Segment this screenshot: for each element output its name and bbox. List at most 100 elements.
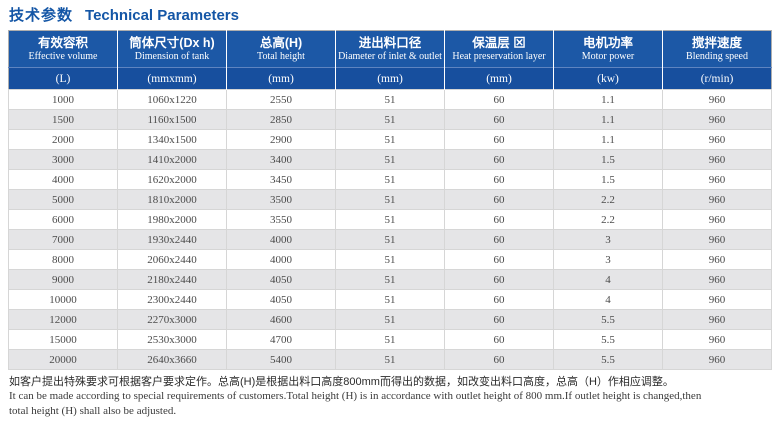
table-cell: 10000 [8, 289, 118, 310]
parameters-table: 有效容积 Effective volume 筒体尺寸(Dx h) Dimension … [8, 30, 772, 370]
table-cell: 1410x2000 [117, 149, 227, 170]
table-cell: 51 [335, 229, 445, 250]
table-cell: 60 [444, 149, 554, 170]
table-cell: 960 [662, 249, 772, 270]
header-label-en: Diameter of inlet & outlet [338, 50, 442, 62]
footnote: 如客户提出特殊要求可根据客户要求定作。总高(H)是根据出料口高度800mm而得出… [9, 375, 772, 418]
table-cell: 51 [335, 129, 445, 150]
table-cell: 4600 [226, 309, 336, 330]
table-header: 有效容积 Effective volume 筒体尺寸(Dx h) Dimension … [8, 30, 772, 90]
table-cell: 6000 [8, 209, 118, 230]
table-cell: 1930x2440 [117, 229, 227, 250]
table-cell: 60 [444, 349, 554, 370]
unit-cell-0: (L) [8, 67, 118, 90]
table-cell: 960 [662, 169, 772, 190]
table-cell: 1340x1500 [117, 129, 227, 150]
table-cell: 5000 [8, 189, 118, 210]
table-cell: 51 [335, 189, 445, 210]
table-cell: 1.5 [553, 169, 663, 190]
table-row: 1000 1060x1220 2550 51 60 1.1 960 [8, 89, 772, 110]
header-cell-4: 保温层 ⊠ Heat preservation layer [444, 30, 554, 68]
table-cell: 960 [662, 229, 772, 250]
table-row: 20000 2640x3660 5400 51 60 5.5 960 [8, 349, 772, 370]
table-cell: 960 [662, 89, 772, 110]
header-cell-1: 筒体尺寸(Dx h) Dimension of tank [117, 30, 227, 68]
table-cell: 8000 [8, 249, 118, 270]
table-row: 6000 1980x2000 3550 51 60 2.2 960 [8, 209, 772, 230]
table-cell: 60 [444, 189, 554, 210]
table-cell: 51 [335, 109, 445, 130]
table-cell: 2180x2440 [117, 269, 227, 290]
footnote-zh: 如客户提出特殊要求可根据客户要求定作。总高(H)是根据出料口高度800mm而得出… [9, 376, 674, 388]
header-cell-2: 总高(H) Total height [226, 30, 336, 68]
table-cell: 4050 [226, 289, 336, 310]
table-cell: 960 [662, 329, 772, 350]
table-cell: 20000 [8, 349, 118, 370]
table-cell: 2000 [8, 129, 118, 150]
table-cell: 1980x2000 [117, 209, 227, 230]
header-cell-0: 有效容积 Effective volume [8, 30, 118, 68]
unit-cell-6: (r/min) [662, 67, 772, 90]
header-label-zh: 保温层 ⊠ [472, 35, 526, 50]
table-cell: 960 [662, 149, 772, 170]
table-cell: 960 [662, 209, 772, 230]
header-label-zh: 搅拌速度 [691, 35, 742, 50]
table-cell: 5400 [226, 349, 336, 370]
header-label-en: Dimension of tank [134, 50, 210, 62]
page-title-en: Technical Parameters [85, 7, 239, 24]
header-label-zh: 进出料口径 [358, 35, 422, 50]
table-row: 1500 1160x1500 2850 51 60 1.1 960 [8, 109, 772, 130]
header-label-zh: 电机功率 [582, 35, 633, 50]
table-cell: 51 [335, 349, 445, 370]
table-cell: 60 [444, 329, 554, 350]
table-cell: 60 [444, 249, 554, 270]
table-cell: 51 [335, 169, 445, 190]
table-cell: 60 [444, 309, 554, 330]
header-label-en: Effective volume [28, 50, 98, 62]
table-cell: 3500 [226, 189, 336, 210]
table-cell: 2.2 [553, 189, 663, 210]
table-cell: 60 [444, 129, 554, 150]
unit-cell-4: (mm) [444, 67, 554, 90]
table-cell: 2060x2440 [117, 249, 227, 270]
table-cell: 3400 [226, 149, 336, 170]
table-cell: 4000 [226, 229, 336, 250]
table-cell: 60 [444, 269, 554, 290]
table-row: 2000 1340x1500 2900 51 60 1.1 960 [8, 129, 772, 150]
table-cell: 960 [662, 349, 772, 370]
table-cell: 4050 [226, 269, 336, 290]
table-cell: 51 [335, 309, 445, 330]
table-cell: 51 [335, 249, 445, 270]
table-cell: 51 [335, 149, 445, 170]
page-title: 技术参数 Technical Parameters [9, 4, 772, 25]
table-body: 1000 1060x1220 2550 51 60 1.1 960 1500 1160x1500… [8, 89, 772, 370]
table-cell: 1500 [8, 109, 118, 130]
table-cell: 1620x2000 [117, 169, 227, 190]
table-cell: 5.5 [553, 329, 663, 350]
table-cell: 4 [553, 289, 663, 310]
table-row: 5000 1810x2000 3500 51 60 2.2 960 [8, 189, 772, 210]
table-row: 3000 1410x2000 3400 51 60 1.5 960 [8, 149, 772, 170]
table-cell: 51 [335, 329, 445, 350]
table-cell: 2.2 [553, 209, 663, 230]
table-row: 9000 2180x2440 4050 51 60 4 960 [8, 269, 772, 290]
table-cell: 1160x1500 [117, 109, 227, 130]
page-title-zh: 技术参数 [9, 7, 74, 24]
table-cell: 3550 [226, 209, 336, 230]
table-cell: 51 [335, 269, 445, 290]
table-cell: 960 [662, 129, 772, 150]
unit-cell-2: (mm) [226, 67, 336, 90]
table-cell: 960 [662, 269, 772, 290]
table-cell: 12000 [8, 309, 118, 330]
table-cell: 1.1 [553, 129, 663, 150]
table-row: 12000 2270x3000 4600 51 60 5.5 960 [8, 309, 772, 330]
table-cell: 960 [662, 109, 772, 130]
table-cell: 2850 [226, 109, 336, 130]
header-label-zh: 筒体尺寸(Dx h) [129, 35, 215, 50]
unit-cell-1: (mmxmm) [117, 67, 227, 90]
footnote-en-line2: total height (H) shall also be adjusted. [9, 404, 177, 417]
table-cell: 1.5 [553, 149, 663, 170]
table-cell: 15000 [8, 329, 118, 350]
header-row-units: (L) (mmxmm) (mm) (mm) (mm) (kw) (r/min) [8, 67, 772, 90]
table-cell: 1060x1220 [117, 89, 227, 110]
